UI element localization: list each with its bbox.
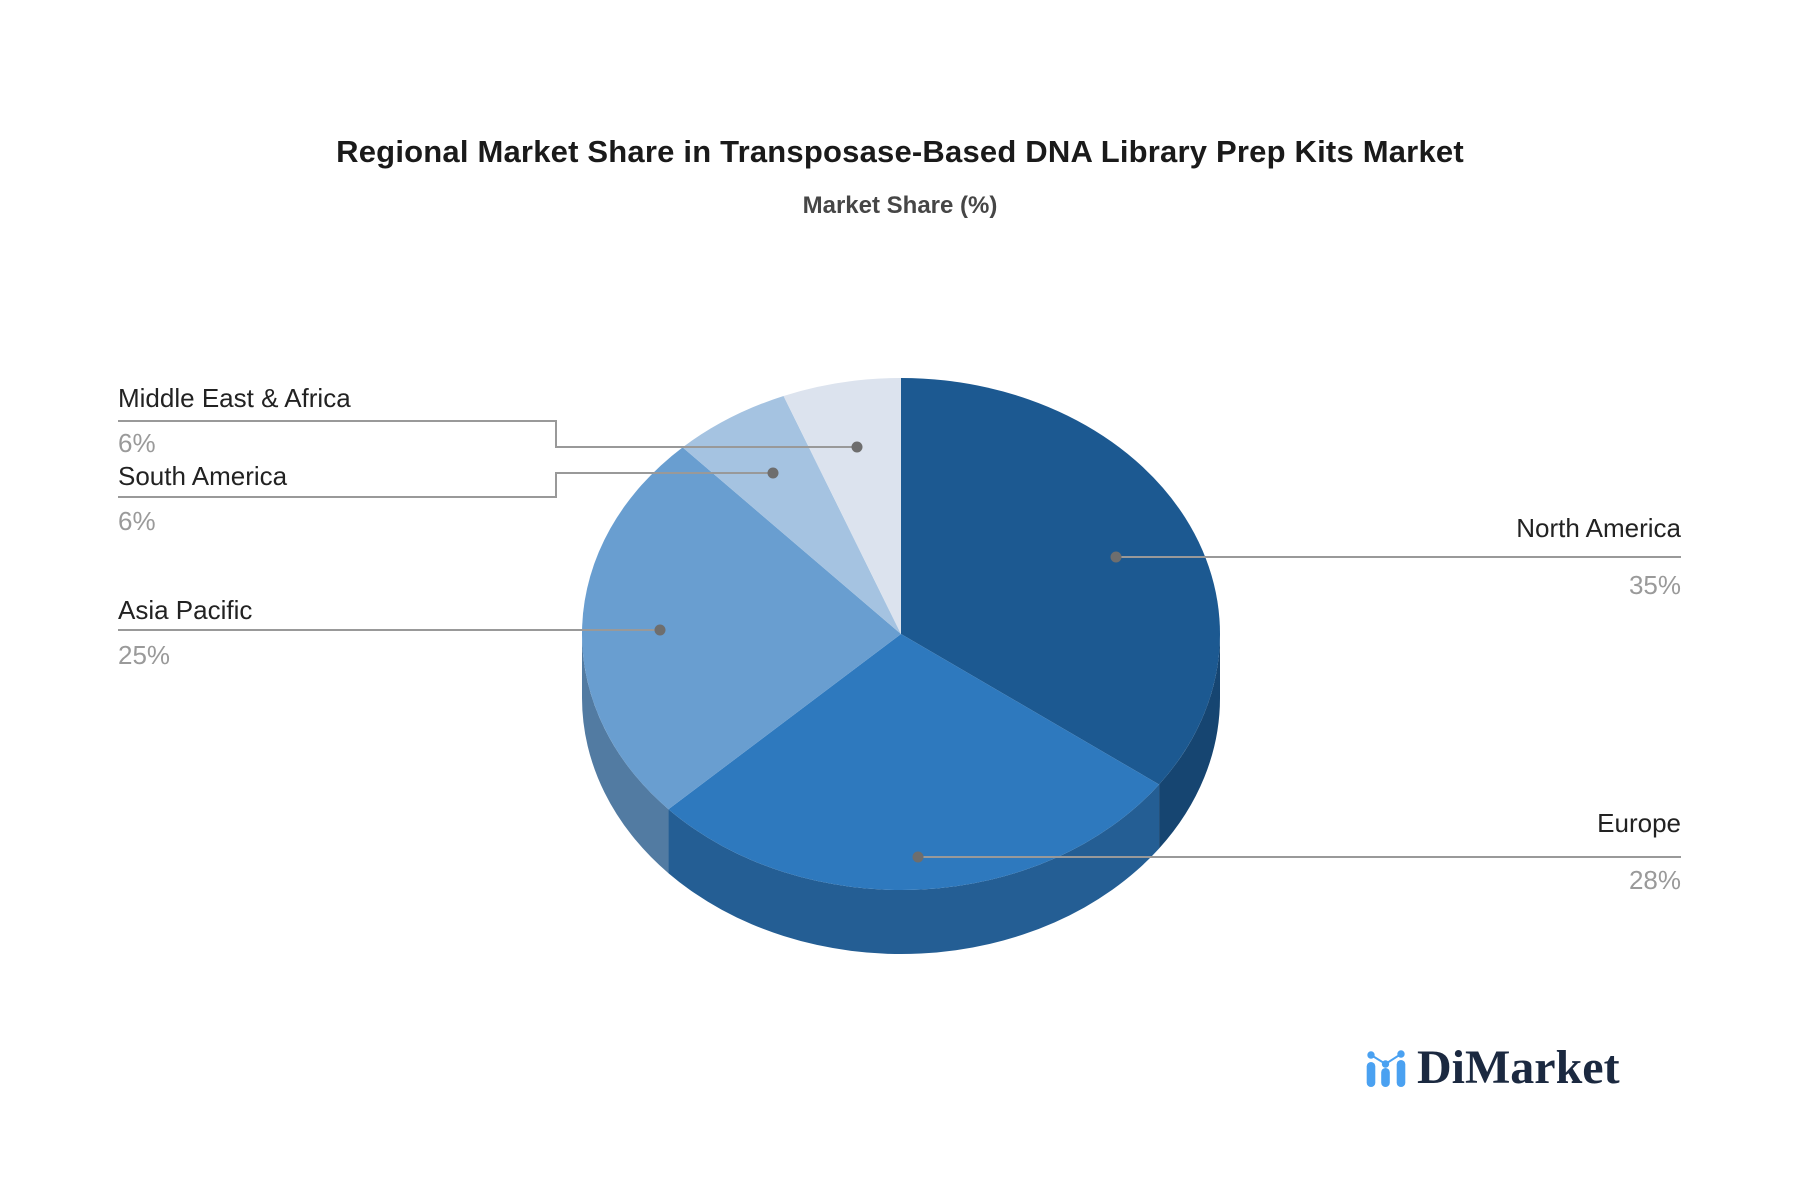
leader-dot-north-america — [1110, 551, 1122, 563]
dimarket-logo: DiMarket — [1366, 1041, 1620, 1094]
pie-slice-north-america-side — [1159, 634, 1220, 849]
label-middle-east-africa-value: 6% — [118, 428, 156, 458]
label-north-america: North America 35% — [1516, 515, 1681, 599]
label-asia-pacific-name: Asia Pacific — [118, 595, 253, 625]
label-asia-pacific: Asia Pacific 25% — [118, 597, 252, 669]
chart-subtitle: Market Share (%) — [802, 192, 998, 219]
label-middle-east-africa-name: Middle East & Africa — [118, 383, 351, 413]
leader-dot-south-america — [767, 467, 779, 479]
label-north-america-value: 35% — [1628, 570, 1681, 600]
label-europe: Europe 28% — [1597, 810, 1681, 894]
pie-slice-asia-pacific[interactable] — [581, 447, 901, 810]
label-south-america-value: 6% — [118, 506, 156, 536]
leader-dot-asia-pacific — [654, 624, 666, 636]
chart-title: Regional Market Share in Transposase-Bas… — [336, 134, 1464, 169]
label-asia-pacific-value: 25% — [118, 640, 171, 670]
pie-slice-south-america[interactable] — [682, 395, 901, 634]
label-north-america-name: North America — [1516, 513, 1681, 543]
label-south-america-name: South America — [118, 461, 288, 491]
pie-slice-middle-east-africa[interactable] — [783, 378, 901, 634]
pie-slice-asia-pacific-side — [582, 634, 669, 874]
label-europe-name: Europe — [1597, 808, 1681, 838]
pie-slice-north-america[interactable] — [901, 378, 1220, 785]
label-middle-east-africa: Middle East & Africa 6% — [118, 385, 351, 457]
leader-line-south-america — [118, 472, 773, 498]
label-south-america: South America 6% — [118, 463, 287, 535]
pie-slice-europe[interactable] — [668, 634, 1160, 890]
pie-slice-europe-side — [668, 784, 1160, 955]
leader-dot-europe — [912, 851, 924, 863]
leader-dot-middle-east-africa — [851, 441, 863, 453]
bar-chart-logo-icon — [1366, 1050, 1406, 1087]
leader-line-middle-east-africa — [118, 420, 857, 448]
logo-wordmark: DiMarket — [1417, 1041, 1620, 1094]
label-europe-value: 28% — [1628, 865, 1681, 895]
